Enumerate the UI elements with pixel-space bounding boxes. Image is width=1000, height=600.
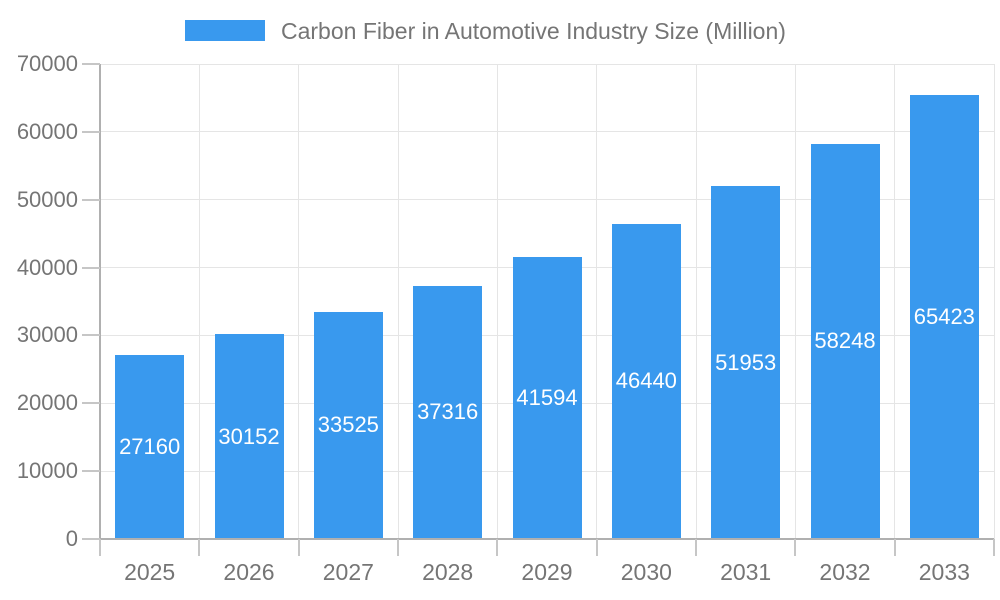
legend-swatch — [185, 20, 265, 41]
y-tick — [82, 130, 100, 133]
x-tick — [893, 539, 896, 556]
bar — [512, 256, 582, 539]
y-tick — [82, 266, 100, 269]
x-axis-label: 2028 — [422, 559, 474, 585]
v-gridline — [794, 64, 796, 539]
x-axis-label: 2026 — [223, 559, 275, 585]
y-axis-label: 30000 — [16, 322, 78, 348]
v-gridline — [496, 64, 498, 539]
bar-value-label: 27160 — [119, 433, 181, 459]
y-axis-label: 60000 — [16, 118, 78, 144]
bar — [711, 186, 781, 539]
y-tick — [82, 402, 100, 405]
bar — [214, 334, 284, 539]
y-tick — [82, 334, 100, 337]
x-tick — [993, 539, 995, 556]
x-tick — [695, 539, 697, 556]
bar — [313, 311, 383, 539]
x-tick — [397, 539, 399, 556]
y-axis-label: 10000 — [16, 458, 78, 484]
bar — [115, 354, 185, 539]
h-gridline — [100, 131, 994, 133]
bar-value-label: 37316 — [417, 399, 479, 425]
h-gridline — [100, 63, 994, 65]
y-tick — [82, 470, 100, 473]
v-gridline — [894, 64, 896, 539]
x-tick — [99, 539, 101, 556]
x-tick — [595, 539, 598, 556]
bar-value-label: 30152 — [218, 423, 280, 449]
x-axis-line — [100, 538, 994, 540]
y-axis-label: 0 — [65, 526, 78, 551]
x-axis-label: 2029 — [521, 559, 573, 585]
x-tick — [198, 539, 201, 556]
y-axis-line — [99, 64, 101, 539]
bar-value-label: 58248 — [814, 328, 876, 354]
v-gridline — [397, 64, 399, 539]
bar — [611, 223, 681, 539]
x-tick — [794, 539, 797, 556]
v-gridline — [596, 64, 598, 539]
bar — [413, 285, 483, 539]
y-axis-label: 50000 — [16, 186, 78, 212]
v-gridline — [198, 64, 200, 539]
x-tick — [297, 539, 300, 556]
v-gridline — [993, 64, 995, 539]
bar-value-label: 46440 — [615, 368, 677, 394]
y-tick — [82, 63, 100, 65]
y-axis-label: 40000 — [16, 254, 78, 280]
x-axis-label: 2033 — [918, 559, 970, 585]
x-axis-label: 2027 — [322, 559, 374, 585]
bar — [909, 95, 979, 539]
bar-value-label: 51953 — [715, 349, 777, 375]
v-gridline — [298, 64, 300, 539]
x-axis-label: 2031 — [720, 559, 772, 585]
y-axis-label: 20000 — [16, 390, 78, 416]
bar-value-label: 33525 — [317, 412, 379, 438]
bar-value-label: 65423 — [913, 304, 975, 330]
bar-value-label: 41594 — [516, 384, 578, 410]
y-tick — [82, 198, 100, 201]
x-axis-label: 2025 — [124, 559, 176, 585]
legend-label: Carbon Fiber in Automotive Industry Size… — [281, 18, 786, 44]
x-axis-label: 2030 — [620, 559, 672, 585]
y-tick — [82, 538, 100, 540]
x-axis-label: 2032 — [819, 559, 871, 585]
y-axis-label: 70000 — [16, 51, 78, 76]
v-gridline — [695, 64, 697, 539]
x-tick — [496, 539, 499, 556]
h-gridline — [100, 199, 994, 201]
bar — [810, 143, 880, 539]
